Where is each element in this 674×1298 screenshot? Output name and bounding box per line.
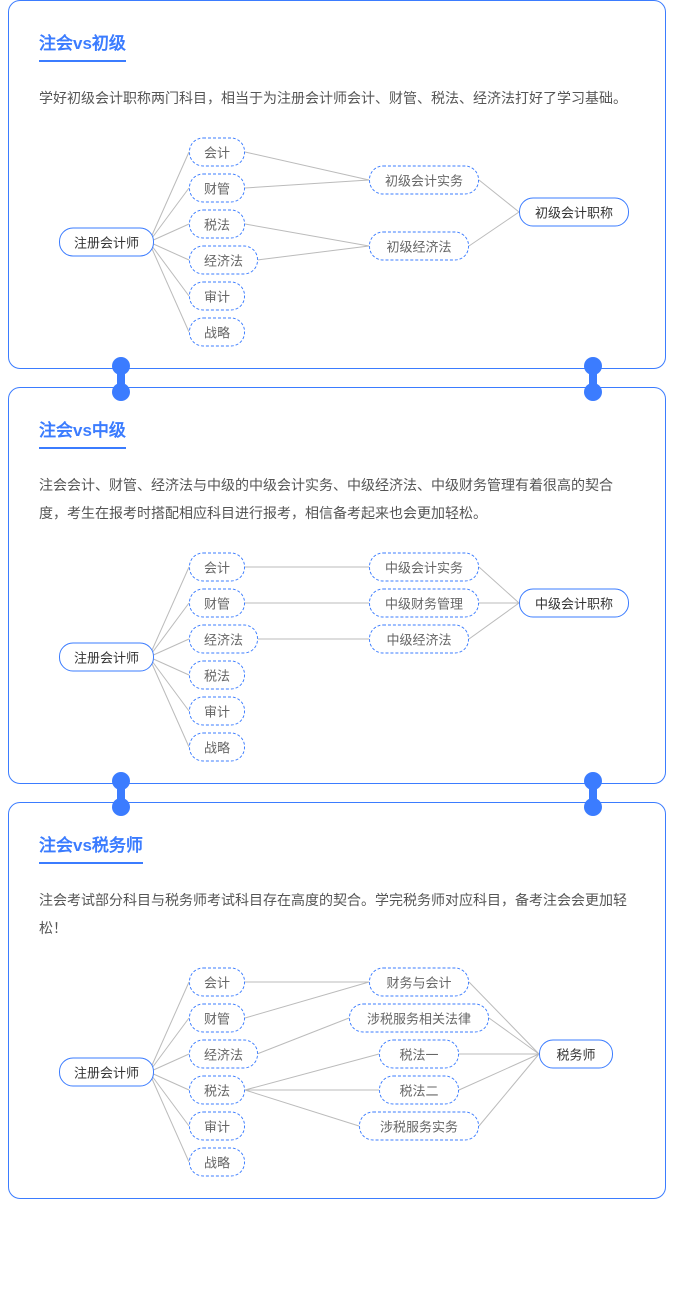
edge (149, 639, 189, 657)
diagram-node-a2: 财管 (189, 1004, 245, 1033)
edge (245, 1054, 379, 1090)
edge (149, 982, 189, 1072)
section-s1: 注会vs初级学好初级会计职称两门科目，相当于为注册会计师会计、财管、税法、经济法… (8, 0, 666, 369)
diagram-node-a3: 税法 (189, 210, 245, 239)
section-description: 注会会计、财管、经济法与中级的中级会计实务、中级经济法、中级财务管理有着很高的契… (39, 471, 635, 527)
diagram: 注册会计师 会计财管经济法税法审计战略 财务与会计涉税服务相关法律税法一税法二涉税服… (39, 958, 635, 1174)
diagram-node-b1: 中级会计实务 (369, 553, 479, 582)
section-connector (9, 370, 665, 388)
diagram-node-a1: 会计 (189, 553, 245, 582)
edge (257, 246, 369, 260)
diagram-node-a4: 经济法 (189, 246, 258, 275)
diagram-node-b2: 中级财务管理 (369, 589, 479, 618)
diagram-node-b3: 中级经济法 (369, 625, 469, 654)
diagram-node-a6: 战略 (189, 318, 245, 347)
edge (149, 1072, 189, 1090)
diagram-node-b1: 财务与会计 (369, 968, 469, 997)
edge (257, 1018, 349, 1054)
diagram-node-a4: 税法 (189, 1076, 245, 1105)
diagram-node-a2: 财管 (189, 174, 245, 203)
diagram-node-a4: 税法 (189, 661, 245, 690)
diagram-node-b2: 涉税服务相关法律 (349, 1004, 489, 1033)
edge (149, 242, 189, 332)
diagram-node-a3: 经济法 (189, 1040, 258, 1069)
edge (489, 1018, 539, 1054)
diagram-node-b3: 税法一 (379, 1040, 459, 1069)
section-title: 注会vs中级 (39, 416, 126, 449)
diagram-node-a3: 经济法 (189, 625, 258, 654)
edge (245, 180, 369, 188)
diagram-node-a2: 财管 (189, 589, 245, 618)
edge (245, 152, 369, 180)
edge (245, 1090, 359, 1126)
edge (149, 152, 189, 242)
section-description: 学好初级会计职称两门科目，相当于为注册会计师会计、财管、税法、经济法打好了学习基… (39, 84, 635, 112)
diagram-node-c1: 中级会计职称 (519, 589, 629, 618)
edge (479, 180, 519, 212)
diagram-node-a5: 审计 (189, 1112, 245, 1141)
diagram-node-b1: 初级会计实务 (369, 166, 479, 195)
diagram-node-a6: 战略 (189, 1148, 245, 1177)
diagram-node-root: 注册会计师 (59, 228, 154, 257)
edge (149, 657, 189, 675)
edge (149, 1054, 189, 1072)
diagram-node-c1: 初级会计职称 (519, 198, 629, 227)
diagram-node-a5: 审计 (189, 282, 245, 311)
edge (469, 212, 519, 246)
diagram-node-root: 注册会计师 (59, 1058, 154, 1087)
diagram-node-a6: 战略 (189, 733, 245, 762)
diagram-node-c1: 税务师 (539, 1040, 613, 1069)
diagram: 注册会计师 会计财管税法经济法审计战略 初级会计实务初级经济法 初级会计职称 (39, 128, 635, 344)
edge (149, 567, 189, 657)
edge (149, 1072, 189, 1162)
diagram-node-b4: 税法二 (379, 1076, 459, 1105)
diagram-node-a1: 会计 (189, 968, 245, 997)
edge (479, 1054, 539, 1126)
edge (149, 657, 189, 747)
edge (245, 224, 369, 246)
section-title: 注会vs初级 (39, 29, 126, 62)
edge (149, 224, 189, 242)
edge (149, 242, 189, 260)
edge (479, 567, 519, 603)
diagram-node-a5: 审计 (189, 697, 245, 726)
section-connector (9, 785, 665, 803)
diagram-node-a1: 会计 (189, 138, 245, 167)
section-s3: 注会vs税务师注会考试部分科目与税务师考试科目存在高度的契合。学完税务师对应科目… (8, 802, 666, 1199)
section-description: 注会考试部分科目与税务师考试科目存在高度的契合。学完税务师对应科目，备考注会会更… (39, 886, 635, 942)
diagram-node-root: 注册会计师 (59, 643, 154, 672)
diagram-node-b5: 涉税服务实务 (359, 1112, 479, 1141)
section-s2: 注会vs中级注会会计、财管、经济法与中级的中级会计实务、中级经济法、中级财务管理… (8, 387, 666, 784)
diagram-node-b2: 初级经济法 (369, 232, 469, 261)
diagram: 注册会计师 会计财管经济法税法审计战略 中级会计实务中级财务管理中级经济法 中级会计职… (39, 543, 635, 759)
edge (459, 1054, 539, 1090)
section-title: 注会vs税务师 (39, 831, 143, 864)
